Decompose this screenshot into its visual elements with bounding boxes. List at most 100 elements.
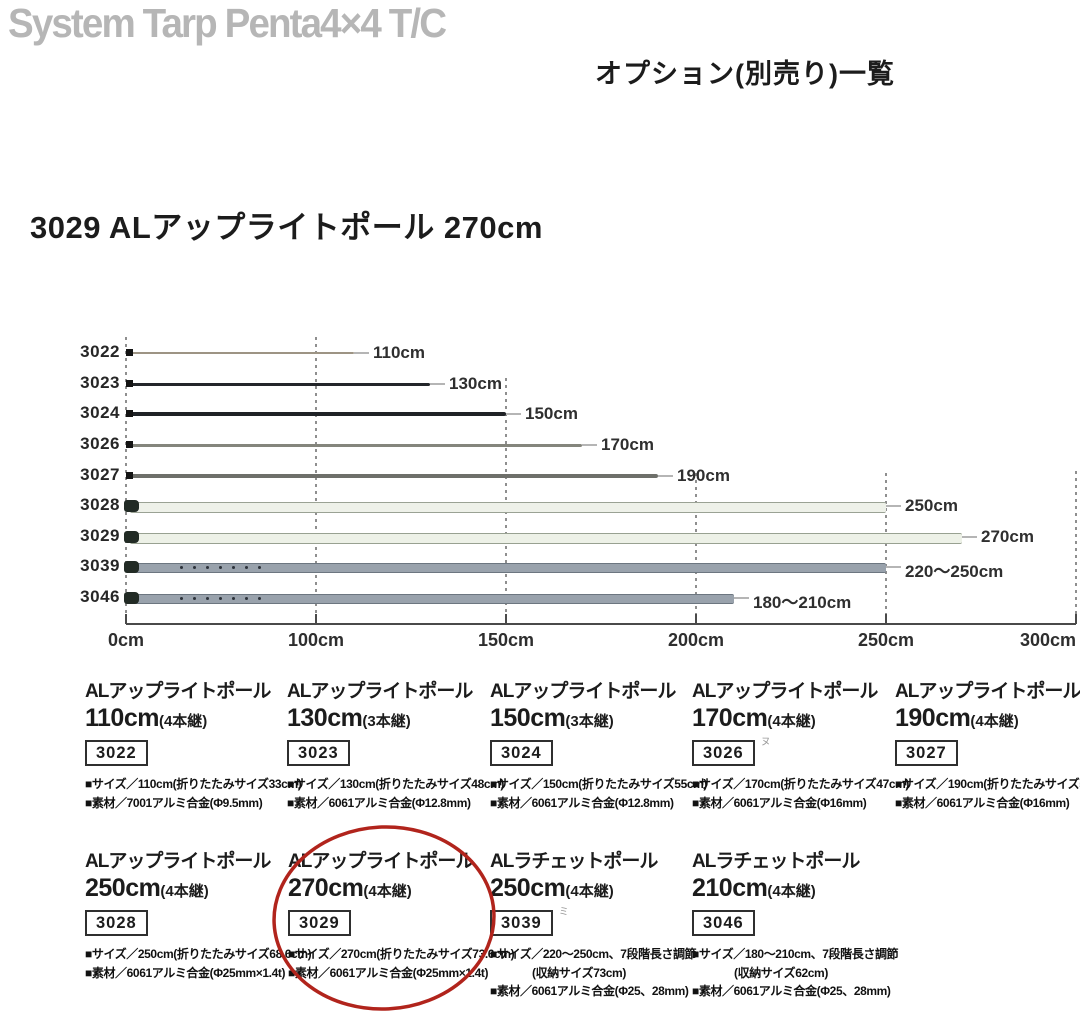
pole-bar [130, 352, 354, 354]
product-size-line: 150cm(3本継) [490, 704, 695, 733]
pole-label-connector [658, 475, 673, 477]
product-code-box: 3026 [692, 740, 755, 766]
product-spec-line: ■素材／6061アルミ合金(Φ25mm×1.4t) [85, 965, 286, 980]
pole-adjust-hole [245, 597, 248, 600]
product-spec-line: ■素材／6061アルミ合金(Φ16mm) [692, 795, 867, 810]
x-axis-tick-label: 300cm [1019, 630, 1077, 650]
pole-length-label: 250cm [905, 496, 958, 515]
chart-row-code-label: 3026 [80, 434, 120, 453]
pole-length-label: 270cm [981, 527, 1034, 546]
pole-bar [130, 444, 582, 447]
product-spec-line: ■サイズ／270cm(折りたたみサイズ73.6cm) [288, 947, 515, 961]
product-joint-count: (3本継) [362, 713, 411, 730]
pole-end-cap [124, 531, 139, 543]
product-name: ALラチェットポール [490, 851, 658, 872]
product-card-3029: ALアップライトポール 270cm(4本継) 3029 ■サイズ／270cm(折りたた… [288, 846, 515, 982]
grid-line [1075, 471, 1077, 623]
product-size-line: 170cm(4本継) [692, 704, 897, 733]
pole-bar [130, 533, 962, 544]
pole-adjust-hole [193, 566, 196, 569]
product-spec-line: ■素材／6061アルミ合金(Φ12.8mm) [490, 795, 674, 810]
product-specs: ■サイズ／110cm(折りたたみサイズ33cm) ■素材／7001アルミ合金(Φ9… [85, 775, 302, 812]
pole-adjust-hole [245, 566, 248, 569]
product-size-line: 270cm(4本継) [288, 874, 493, 903]
product-joint-count: (4本継) [158, 713, 208, 730]
product-size: 170cm [692, 704, 768, 732]
x-axis-tick-label: 0cm [107, 630, 145, 650]
product-size: 250cm [85, 874, 161, 902]
pole-adjust-hole [206, 597, 209, 600]
product-spec-line: ■サイズ／130cm(折りたたみサイズ48cm) [287, 777, 504, 791]
pole-label-connector [734, 597, 749, 599]
product-spec-line: ■サイズ／110cm(折りたたみサイズ33cm) [85, 777, 302, 791]
chart-row-code-label: 3022 [80, 342, 120, 361]
product-spec-line: ■サイズ／170cm(折りたたみサイズ47cm) [692, 777, 909, 791]
product-card-3027: ALアップライトポール 190cm(4本継) 3027 ■サイズ／190cm(折りたた… [895, 676, 1080, 812]
pole-adjust-hole [258, 566, 261, 569]
product-card-3024: ALアップライトポール 150cm(3本継) 3024 ■サイズ／150cm(折りたた… [490, 676, 707, 812]
pole-adjust-hole [258, 597, 261, 600]
x-axis-tick [125, 614, 127, 624]
product-spec-line: ■素材／6061アルミ合金(Φ25、28mm) [490, 984, 689, 998]
pole-adjust-hole [180, 597, 183, 600]
product-specs: ■サイズ／180〜210cm、7段階長さ調節 (収納サイズ62cm) ■素材／606… [692, 945, 899, 1001]
pole-adjust-hole [193, 597, 196, 600]
x-axis-tick-label: 200cm [667, 630, 725, 650]
pole-label-connector [506, 413, 521, 415]
pole-bar [130, 412, 506, 416]
product-spec-line: ■サイズ／180〜210cm、7段階長さ調節 [692, 947, 899, 961]
pole-end-cap [124, 561, 139, 573]
product-name: ALアップライトポール [85, 681, 271, 702]
pole-length-label: 130cm [449, 374, 502, 393]
product-code-box: 3029 [288, 910, 351, 936]
product-size-line: 250cm(4本継) [490, 874, 695, 903]
product-size-line: 110cm(4本継) [85, 704, 290, 733]
product-specs: ■サイズ／220〜250cm、7段階長さ調節 (収納サイズ73cm) ■素材／606… [490, 945, 697, 1001]
product-spec-line: ■サイズ／190cm(折りたたみサイズ52cm) [895, 777, 1080, 791]
pole-adjust-hole [232, 566, 235, 569]
product-size: 150cm [490, 704, 566, 732]
pole-length-label: 190cm [677, 466, 730, 485]
x-axis-tick-label: 250cm [857, 630, 915, 650]
product-size: 190cm [895, 704, 971, 732]
product-specs: ■サイズ／250cm(折りたたみサイズ68.6cm) ■素材／6061アルミ合金(… [85, 945, 312, 982]
options-heading: オプション(別売り)一覧 [595, 59, 895, 89]
section-heading: 3029 ALアップライトポール 270cm [30, 210, 543, 245]
chart-row-code-label: 3027 [80, 465, 120, 484]
product-code-box: 3023 [287, 740, 350, 766]
product-joint-count: (4本継) [160, 883, 209, 900]
grid-line [885, 473, 887, 623]
product-size: 210cm [692, 874, 768, 902]
product-code-box: 3039 [490, 910, 553, 936]
pole-length-label: 110cm [373, 343, 425, 362]
product-code-box: 3024 [490, 740, 553, 766]
product-spec-line: ■サイズ／220〜250cm、7段階長さ調節 [490, 947, 697, 961]
pole-adjust-hole [219, 566, 222, 569]
x-axis [126, 623, 1076, 625]
chart-row-code-label: 3029 [80, 526, 120, 545]
pole-adjust-hole [219, 597, 222, 600]
pole-end-cap [126, 410, 133, 417]
product-name: ALアップライトポール [895, 681, 1080, 702]
product-spec-line: ■素材／6061アルミ合金(Φ25mm×1.4t) [288, 965, 489, 980]
x-axis-tick-label: 100cm [287, 630, 345, 650]
grid-line [695, 473, 697, 623]
product-name: ALアップライトポール [288, 851, 474, 872]
product-spec-line: ■サイズ／250cm(折りたたみサイズ68.6cm) [85, 947, 312, 961]
product-spec-line: ■素材／6061アルミ合金(Φ25、28mm) [692, 984, 891, 998]
pole-bar [130, 563, 886, 573]
pole-adjust-hole [206, 566, 209, 569]
pole-length-label: 170cm [601, 435, 654, 454]
pole-length-label: 180〜210cm [753, 593, 852, 612]
product-spec-line: ■素材／6061アルミ合金(Φ16mm) [895, 795, 1070, 810]
product-name: ALラチェットポール [692, 851, 860, 872]
product-card-3028: ALアップライトポール 250cm(4本継) 3028 ■サイズ／250cm(折りたた… [85, 846, 312, 982]
pole-end-cap [126, 349, 133, 356]
x-axis-tick [885, 614, 887, 624]
x-axis-tick [695, 614, 697, 624]
product-name: ALアップライトポール [85, 851, 271, 872]
pole-label-connector [886, 566, 901, 568]
product-joint-count: (4本継) [363, 883, 412, 900]
pole-label-connector [430, 383, 445, 385]
